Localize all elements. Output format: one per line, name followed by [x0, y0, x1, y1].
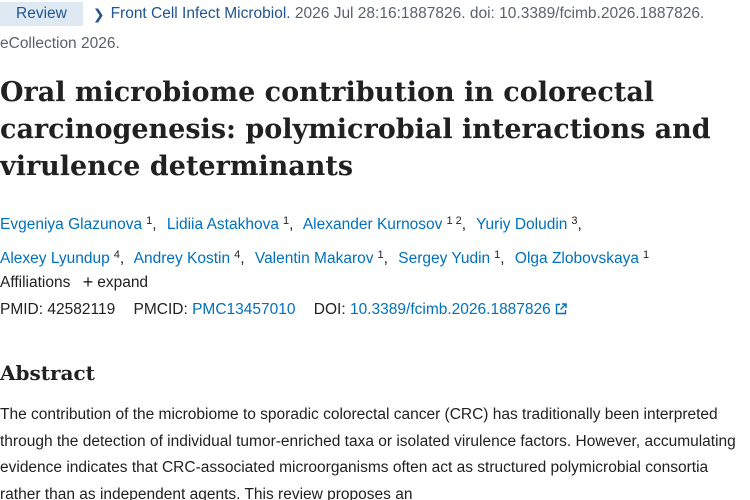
abstract-heading: Abstract — [0, 361, 95, 385]
affiliation-number[interactable]: 1 — [642, 249, 650, 261]
author-item: Andrey Kostin 4, — [133, 249, 245, 267]
author-item: Alexander Kurnosov 1 2, — [302, 215, 467, 233]
pmcid-label: PMCID: — [133, 301, 188, 318]
author-link[interactable]: Olga Zlobovskaya — [514, 250, 639, 267]
identifiers-row: PMID: 42582119 PMCID: PMC13457010 DOI: 1… — [0, 298, 567, 322]
affiliation-number[interactable]: 4 — [234, 249, 241, 261]
author-link[interactable]: Yuriy Doludin — [476, 216, 568, 233]
author-link[interactable]: Alexey Lyundup — [0, 250, 110, 267]
affiliation-number[interactable]: 1 — [146, 215, 153, 227]
affiliation-number[interactable]: 1 2 — [446, 215, 462, 227]
plus-icon: + — [82, 272, 94, 292]
citation-line: Review ❯ Front Cell Infect Microbiol. 2026… — [0, 2, 750, 26]
expand-label: expand — [97, 274, 149, 291]
author-item: Evgeniya Glazunova 1, — [0, 215, 157, 233]
article-title: Oral microbiome contribution in colorect… — [0, 77, 711, 182]
affiliations-label: Affiliations — [0, 274, 71, 291]
affiliation-number[interactable]: 3 — [571, 215, 578, 227]
affiliations-expand-button[interactable]: + expand — [83, 272, 149, 292]
doi-label: DOI: — [313, 301, 346, 318]
affiliation-number[interactable]: 1 — [282, 215, 290, 227]
doi-link[interactable]: 10.3389/fcimb.2026.1887826 — [350, 301, 567, 318]
author-item: Sergey Yudin 1, — [398, 249, 505, 267]
author-item: Olga Zlobovskaya 1 — [514, 249, 650, 267]
external-link-icon — [555, 303, 567, 315]
author-link[interactable]: Evgeniya Glazunova — [0, 216, 143, 233]
doi-value: 10.3389/fcimb.2026.1887826 — [349, 301, 551, 318]
pmid-value: 42582119 — [47, 301, 116, 318]
author-item: Alexey Lyundup 4, — [0, 249, 125, 267]
affiliation-number[interactable]: 1 — [377, 249, 384, 261]
author-link[interactable]: Sergey Yudin — [398, 250, 491, 267]
chevron-right-icon: ❯ — [92, 6, 105, 22]
affiliations-row: Affiliations + expand — [0, 270, 148, 295]
author-link[interactable]: Lidiia Astakhova — [166, 216, 279, 233]
abstract-text: The contribution of the microbiome to sp… — [0, 406, 736, 500]
pmid-label: PMID: — [0, 301, 44, 318]
author-link[interactable]: Alexander Kurnosov — [302, 216, 443, 233]
author-link[interactable]: Andrey Kostin — [133, 250, 231, 267]
citation-details: 2026 Jul 28:16:1887826. doi: 10.3389/fci… — [290, 5, 705, 22]
affiliation-number[interactable]: 4 — [113, 249, 120, 261]
journal-link[interactable]: Front Cell Infect Microbiol. — [110, 5, 291, 22]
ecollection-text: eCollection 2026. — [0, 35, 120, 52]
author-list: Evgeniya Glazunova 1, Lidiia Astakhova 1, … — [0, 206, 745, 274]
affiliation-number[interactable]: 1 — [494, 249, 501, 261]
author-item: Valentin Makarov 1, — [254, 249, 388, 267]
author-item: Lidiia Astakhova 1, — [166, 215, 294, 233]
author-item: Yuriy Doludin 3, — [476, 215, 582, 233]
author-link[interactable]: Valentin Makarov — [254, 250, 374, 267]
pmcid-link[interactable]: PMC13457010 — [192, 301, 296, 318]
review-badge: Review — [0, 2, 83, 26]
